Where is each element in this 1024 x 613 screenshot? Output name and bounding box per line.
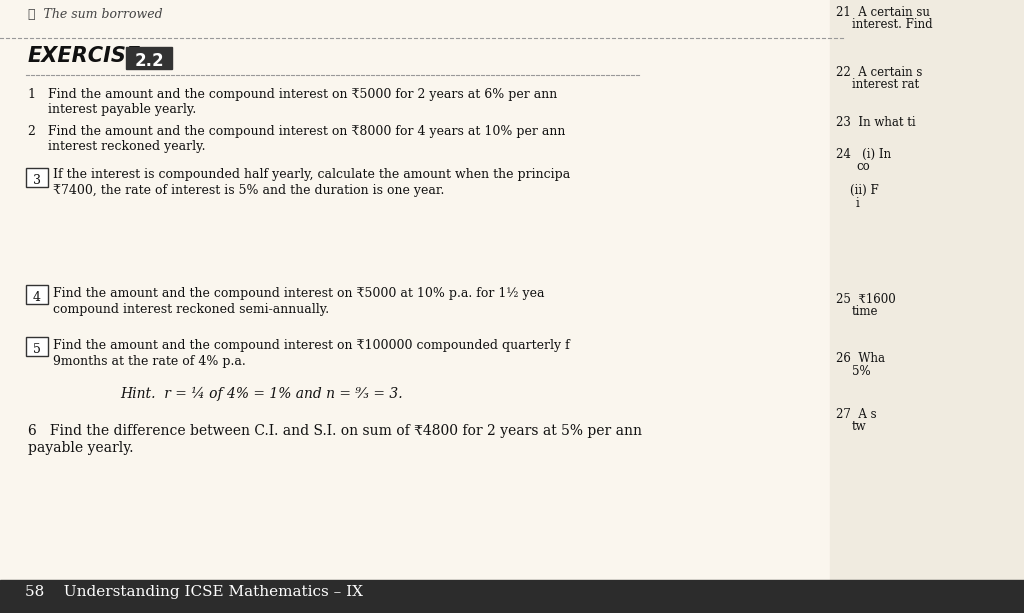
Bar — [830, 0, 1024, 580]
Text: Find the amount and the compound interest on ₹5000 at 10% p.a. for 1½ yea: Find the amount and the compound interes… — [53, 287, 545, 300]
Text: 58    Understanding ICSE Mathematics – IX: 58 Understanding ICSE Mathematics – IX — [25, 585, 362, 599]
Bar — [126, 47, 172, 69]
Text: i: i — [856, 197, 860, 210]
Text: ∴  The sum borrowed: ∴ The sum borrowed — [28, 8, 163, 21]
Text: interest. Find: interest. Find — [852, 18, 933, 31]
Bar — [0, 580, 1024, 613]
Text: compound interest reckoned semi-annually.: compound interest reckoned semi-annually… — [53, 303, 329, 316]
Text: (ii) F: (ii) F — [850, 184, 879, 197]
Bar — [26, 337, 48, 356]
Text: co: co — [856, 160, 869, 173]
Text: 5: 5 — [33, 343, 41, 356]
Text: 25  ₹1600: 25 ₹1600 — [836, 293, 896, 306]
Text: 26  Wha: 26 Wha — [836, 352, 885, 365]
Text: payable yearly.: payable yearly. — [28, 441, 133, 455]
Text: 27  A s: 27 A s — [836, 408, 877, 421]
Text: ₹7400, the rate of interest is 5% and the duration is one year.: ₹7400, the rate of interest is 5% and th… — [53, 184, 444, 197]
Text: Find the amount and the compound interest on ₹100000 compounded quarterly f: Find the amount and the compound interes… — [53, 339, 569, 352]
Text: tw: tw — [852, 420, 866, 433]
Text: If the interest is compounded half yearly, calculate the amount when the princip: If the interest is compounded half yearl… — [53, 168, 570, 181]
Text: EXERCISE: EXERCISE — [28, 46, 141, 66]
Text: 22  A certain s: 22 A certain s — [836, 66, 923, 79]
Bar — [26, 285, 48, 304]
Text: Hint.  r = ¼ of 4% = 1% and n = ⁹⁄₃ = 3.: Hint. r = ¼ of 4% = 1% and n = ⁹⁄₃ = 3. — [120, 387, 402, 401]
Text: interest payable yearly.: interest payable yearly. — [48, 103, 197, 116]
Text: 24   (i) In: 24 (i) In — [836, 148, 891, 161]
Text: 1   Find the amount and the compound interest on ₹5000 for 2 years at 6% per ann: 1 Find the amount and the compound inter… — [28, 88, 557, 101]
Text: time: time — [852, 305, 879, 318]
Bar — [26, 168, 48, 187]
Text: 3: 3 — [33, 173, 41, 186]
Text: 4: 4 — [33, 291, 41, 303]
Text: 9months at the rate of 4% p.a.: 9months at the rate of 4% p.a. — [53, 355, 246, 368]
Text: 5%: 5% — [852, 365, 870, 378]
Text: interest rat: interest rat — [852, 78, 920, 91]
Text: 2   Find the amount and the compound interest on ₹8000 for 4 years at 10% per an: 2 Find the amount and the compound inter… — [28, 125, 565, 138]
Text: 21  A certain su: 21 A certain su — [836, 6, 930, 19]
Text: interest reckoned yearly.: interest reckoned yearly. — [48, 140, 206, 153]
Text: 2.2: 2.2 — [134, 52, 164, 70]
Text: 6   Find the difference between C.I. and S.I. on sum of ₹4800 for 2 years at 5% : 6 Find the difference between C.I. and S… — [28, 424, 642, 438]
Text: 23  In what ti: 23 In what ti — [836, 116, 915, 129]
